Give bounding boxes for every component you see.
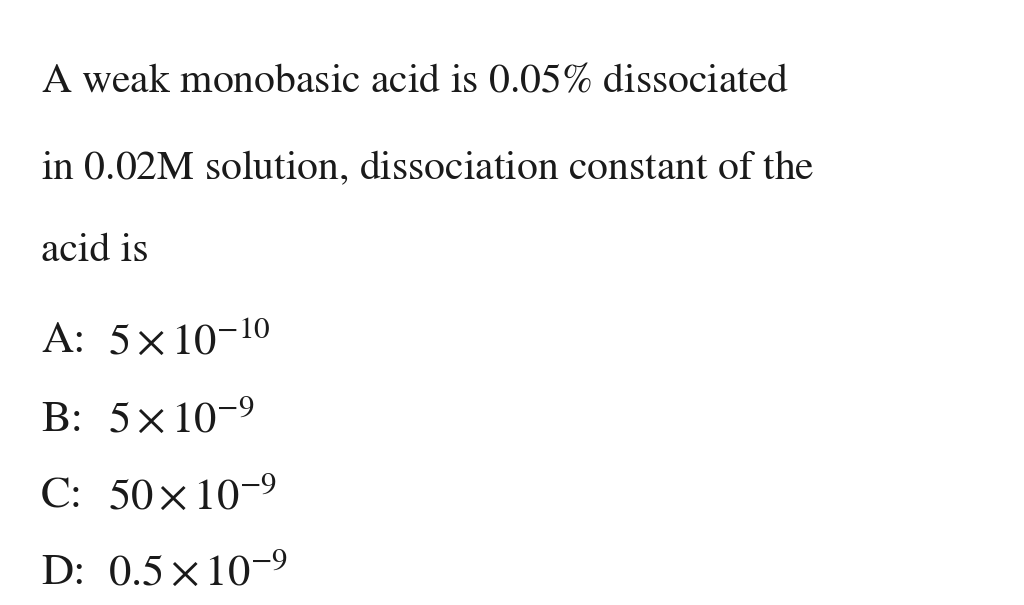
Text: $5 \times 10^{-10}$: $5 \times 10^{-10}$	[108, 321, 270, 362]
Text: $5 \times 10^{-9}$: $5 \times 10^{-9}$	[108, 400, 254, 441]
Text: in $0.02\mathrm{M}$ solution, dissociation constant of the: in $0.02\mathrm{M}$ solution, dissociati…	[41, 150, 814, 189]
Text: C:: C:	[41, 478, 83, 517]
Text: $50 \times 10^{-9}$: $50 \times 10^{-9}$	[108, 477, 276, 518]
Text: B:: B:	[41, 401, 83, 440]
Text: $0.5 \times 10^{-9}$: $0.5 \times 10^{-9}$	[108, 553, 288, 594]
Text: A weak monobasic acid is $0.05\%$ dissociated: A weak monobasic acid is $0.05\%$ dissoc…	[41, 63, 790, 100]
Text: acid is: acid is	[41, 232, 148, 270]
Text: D:: D:	[41, 554, 86, 593]
Text: A:: A:	[41, 322, 86, 361]
